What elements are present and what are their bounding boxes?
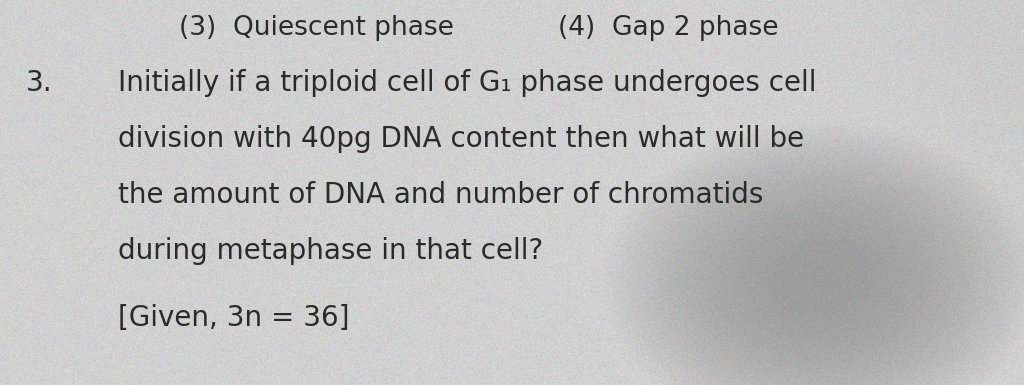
Text: [Given, 3n = 36]: [Given, 3n = 36] (118, 304, 349, 332)
Text: (3)  Quiescent phase: (3) Quiescent phase (179, 15, 454, 42)
Text: (4)  Gap 2 phase: (4) Gap 2 phase (558, 15, 778, 42)
Text: Initially if a triploid cell of G₁ phase undergoes cell: Initially if a triploid cell of G₁ phase… (118, 69, 816, 97)
Text: during metaphase in that cell?: during metaphase in that cell? (118, 237, 543, 265)
Text: 3.: 3. (26, 69, 52, 97)
Text: the amount of DNA and number of chromatids: the amount of DNA and number of chromati… (118, 181, 763, 209)
Text: division with 40pg DNA content then what will be: division with 40pg DNA content then what… (118, 125, 804, 153)
